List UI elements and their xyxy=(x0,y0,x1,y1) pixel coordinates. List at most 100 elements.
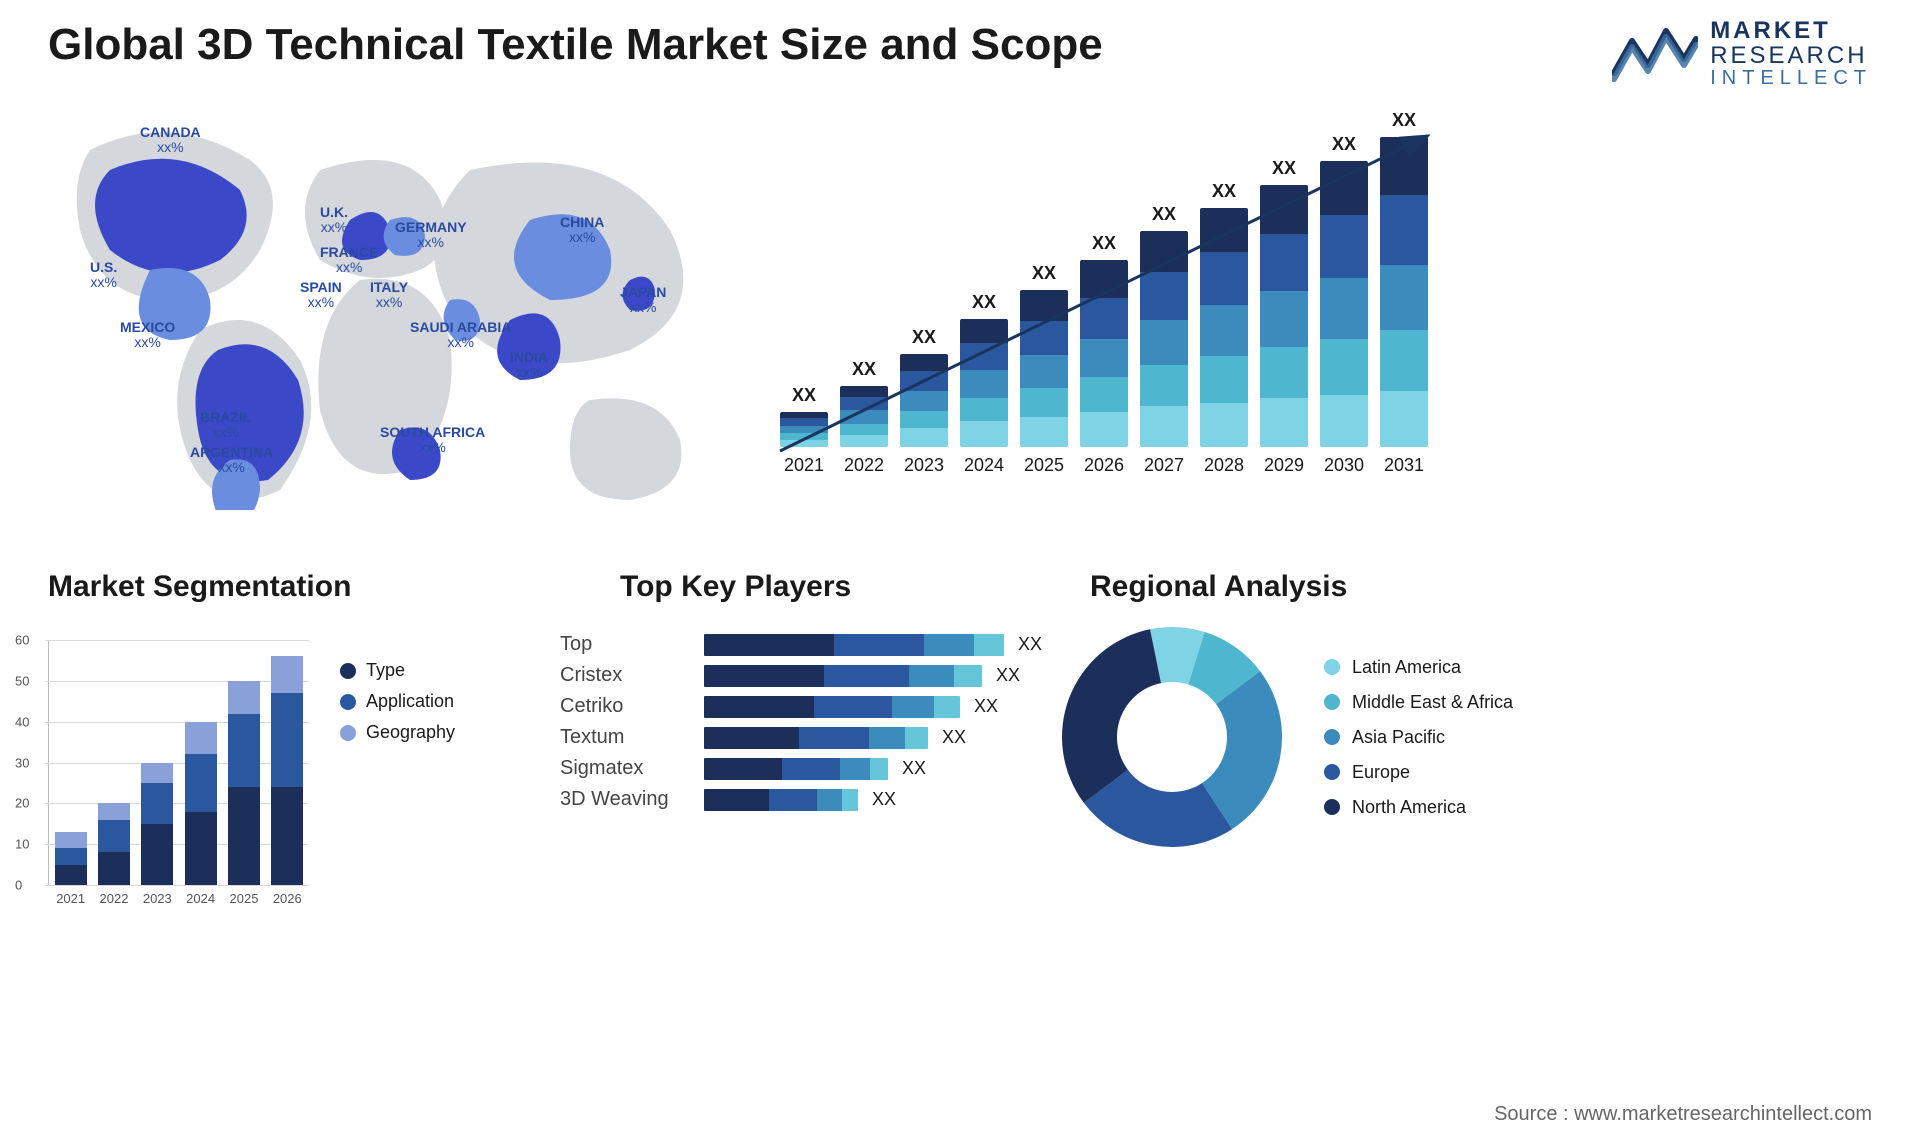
kp-value-label: XX xyxy=(996,665,1020,686)
forecast-bar: XX2026 xyxy=(1080,233,1128,476)
forecast-bar-year-label: 2025 xyxy=(1024,455,1064,476)
forecast-bar-segment xyxy=(1320,278,1368,339)
forecast-bar-year-label: 2023 xyxy=(904,455,944,476)
forecast-bar-segment xyxy=(900,411,948,429)
regional-legend: Latin America Middle East & Africa Asia Pa… xyxy=(1324,643,1513,832)
kp-row: TextumXX xyxy=(560,726,1042,749)
map-country-label: U.K.xx% xyxy=(320,205,348,236)
forecast-bar-segment xyxy=(1020,355,1068,388)
forecast-bar: XX 2027 xyxy=(1140,204,1188,476)
kp-bar-segment xyxy=(954,665,982,687)
forecast-bar-top-label: XX xyxy=(1152,204,1176,225)
kp-bar-segment xyxy=(782,758,840,780)
donut-legend-swatch xyxy=(1324,764,1340,780)
forecast-bar-segment xyxy=(960,398,1008,421)
donut-legend-label: Asia Pacific xyxy=(1352,727,1445,748)
map-country-label: BRAZILxx% xyxy=(200,410,251,441)
kp-bar-segment xyxy=(840,758,870,780)
forecast-bar-year-label: 2021 xyxy=(784,455,824,476)
seg-bar-segment xyxy=(141,783,173,824)
seg-legend-label: Geography xyxy=(366,722,455,743)
forecast-bar-segment xyxy=(1260,347,1308,398)
forecast-bar-year-label: 2028 xyxy=(1204,455,1244,476)
seg-bar: 2025 xyxy=(228,681,260,885)
kp-bar xyxy=(704,665,982,687)
kp-name: Cetriko xyxy=(560,695,690,718)
kp-bar xyxy=(704,758,888,780)
forecast-bar-year-label: 2027 xyxy=(1144,455,1184,476)
forecast-bar-segment xyxy=(1140,365,1188,406)
kp-bar-segment xyxy=(909,665,954,687)
seg-bar-segment xyxy=(141,824,173,885)
kp-row: CristexXX xyxy=(560,664,1042,687)
kp-bar-segment xyxy=(704,665,824,687)
forecast-bar-segment xyxy=(1200,208,1248,252)
kp-bar-segment xyxy=(974,634,1004,656)
kp-bar xyxy=(704,727,928,749)
forecast-bar-segment xyxy=(1080,339,1128,378)
forecast-bar: XX2024 xyxy=(960,292,1008,476)
forecast-bar-year-label: 2022 xyxy=(844,455,884,476)
seg-legend-item: Type xyxy=(340,660,455,681)
forecast-bar-segment xyxy=(1380,265,1428,330)
seg-bar-segment xyxy=(98,852,130,885)
forecast-bar-top-label: XX xyxy=(1272,158,1296,179)
kp-bar-segment xyxy=(704,758,782,780)
map-country-label: INDIAxx% xyxy=(510,350,548,381)
donut-legend-item: North America xyxy=(1324,797,1513,818)
key-players-heading: Top Key Players xyxy=(620,570,851,604)
kp-value-label: XX xyxy=(974,696,998,717)
forecast-bar-segment xyxy=(1080,412,1128,447)
seg-bar: 2021 xyxy=(55,832,87,885)
seg-bar: 2024 xyxy=(185,722,217,885)
forecast-bar-top-label: XX xyxy=(1332,134,1356,155)
seg-legend-swatch xyxy=(340,663,356,679)
seg-bar-segment xyxy=(271,656,303,693)
logo-mark-icon xyxy=(1612,25,1698,83)
forecast-bar-segment xyxy=(900,428,948,447)
seg-bar: 2022 xyxy=(98,803,130,885)
forecast-bar-segment xyxy=(780,433,828,440)
donut-legend-label: North America xyxy=(1352,797,1466,818)
forecast-bar-segment xyxy=(1020,388,1068,417)
forecast-bar-segment xyxy=(1140,231,1188,272)
kp-bar xyxy=(704,634,1004,656)
seg-bar-segment xyxy=(271,787,303,885)
forecast-bar: XX2022 xyxy=(840,359,888,476)
source-attribution: Source : www.marketresearchintellect.com xyxy=(1494,1103,1872,1126)
forecast-bar-segment xyxy=(960,343,1008,370)
donut-legend-swatch xyxy=(1324,799,1340,815)
donut-legend-label: Latin America xyxy=(1352,657,1461,678)
seg-legend-swatch xyxy=(340,725,356,741)
forecast-bar-segment xyxy=(1320,215,1368,278)
kp-row: SigmatexXX xyxy=(560,757,1042,780)
seg-bar-segment xyxy=(185,754,217,811)
forecast-bar: XX2025 xyxy=(1020,263,1068,476)
forecast-bar-top-label: XX xyxy=(792,385,816,406)
donut-legend-label: Middle East & Africa xyxy=(1352,692,1513,713)
seg-bar-segment xyxy=(271,693,303,787)
forecast-bar-segment xyxy=(1260,185,1308,234)
forecast-bar-segment xyxy=(1380,137,1428,195)
map-country-label: ITALYxx% xyxy=(370,280,408,311)
kp-bar-segment xyxy=(834,634,924,656)
forecast-bar-top-label: XX xyxy=(1212,181,1236,202)
seg-bar-segment xyxy=(185,722,217,755)
kp-bar-segment xyxy=(842,789,858,811)
seg-x-label: 2024 xyxy=(186,891,215,906)
seg-x-label: 2023 xyxy=(143,891,172,906)
kp-value-label: XX xyxy=(942,727,966,748)
seg-ytick-label: 0 xyxy=(15,878,22,893)
seg-bar-segment xyxy=(55,832,87,848)
kp-bar-segment xyxy=(799,727,869,749)
forecast-bar-segment xyxy=(960,370,1008,398)
forecast-bar-segment xyxy=(1260,291,1308,347)
seg-ytick-label: 10 xyxy=(15,837,29,852)
forecast-bar-segment xyxy=(900,391,948,411)
kp-value-label: XX xyxy=(902,758,926,779)
kp-bar-segment xyxy=(814,696,892,718)
donut-legend-item: Europe xyxy=(1324,762,1513,783)
donut-legend-item: Latin America xyxy=(1324,657,1513,678)
regional-donut-chart: Latin America Middle East & Africa Asia Pa… xyxy=(1060,625,1513,849)
map-country-label: JAPANxx% xyxy=(620,285,666,316)
